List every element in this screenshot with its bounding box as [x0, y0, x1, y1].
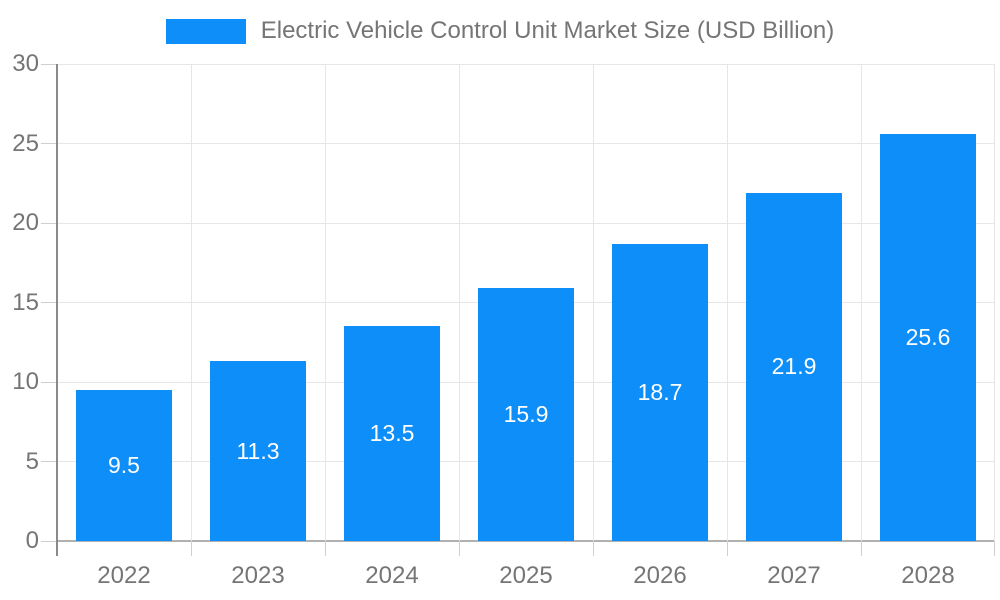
bar-value-label: 9.5: [108, 451, 140, 478]
v-gridline: [191, 64, 192, 541]
x-tick-label: 2023: [231, 562, 285, 589]
bar: 21.9: [746, 192, 842, 541]
v-gridline: [994, 64, 995, 541]
x-tick-label: 2025: [499, 562, 553, 589]
y-tick: [41, 222, 57, 224]
bar-value-label: 13.5: [369, 420, 415, 447]
x-tick-label: 2026: [633, 562, 687, 589]
y-tick-label: 10: [12, 368, 39, 395]
x-tick: [191, 541, 192, 556]
y-tick-label: 20: [12, 209, 39, 236]
v-gridline: [325, 64, 326, 541]
plot-area: 9.5 11.3 13.5 15.9 18.7 21.9 25.6: [57, 63, 995, 542]
chart-legend: Electric Vehicle Control Unit Market Siz…: [0, 17, 1000, 45]
bar-value-label: 11.3: [236, 437, 280, 464]
bar: 9.5: [76, 389, 172, 541]
x-tick-label: 2022: [97, 562, 151, 589]
legend-swatch: [165, 18, 246, 44]
h-gridline: [57, 143, 995, 144]
x-tick-label: 2028: [901, 562, 955, 589]
v-gridline: [861, 64, 862, 541]
bar: 25.6: [880, 133, 976, 541]
bar: 11.3: [210, 361, 306, 541]
legend-label: Electric Vehicle Control Unit Market Siz…: [260, 17, 835, 44]
h-gridline: [57, 222, 995, 224]
bar: 13.5: [344, 326, 440, 541]
y-tick-label: 15: [12, 288, 39, 316]
v-gridline: [593, 64, 594, 541]
y-tick: [41, 302, 57, 303]
y-tick-label: 25: [12, 129, 39, 157]
x-tick: [459, 541, 460, 556]
bar-value-label: 15.9: [503, 401, 549, 428]
v-gridline: [727, 64, 728, 541]
x-tick: [861, 541, 862, 556]
y-tick-label: 0: [25, 527, 39, 554]
x-axis-baseline: [57, 540, 995, 542]
y-tick: [41, 63, 57, 65]
x-tick-label: 2027: [767, 562, 821, 589]
y-tick-label: 5: [25, 447, 39, 475]
x-tick: [727, 541, 728, 556]
bar: 15.9: [478, 288, 574, 541]
x-tick-label: 2024: [365, 562, 419, 589]
bar: 18.7: [612, 243, 708, 541]
y-tick: [41, 381, 57, 383]
y-axis-line: [56, 64, 58, 556]
bar-value-label: 25.6: [905, 323, 951, 350]
y-tick: [41, 540, 57, 542]
h-gridline: [57, 63, 995, 65]
v-gridline: [459, 64, 460, 541]
x-tick: [325, 541, 326, 556]
y-tick: [41, 143, 57, 144]
x-tick: [593, 541, 594, 556]
bar-value-label: 21.9: [771, 353, 817, 380]
y-tick: [41, 461, 57, 462]
x-tick: [994, 541, 995, 556]
bar-value-label: 18.7: [637, 378, 683, 405]
y-tick-label: 30: [12, 50, 39, 77]
